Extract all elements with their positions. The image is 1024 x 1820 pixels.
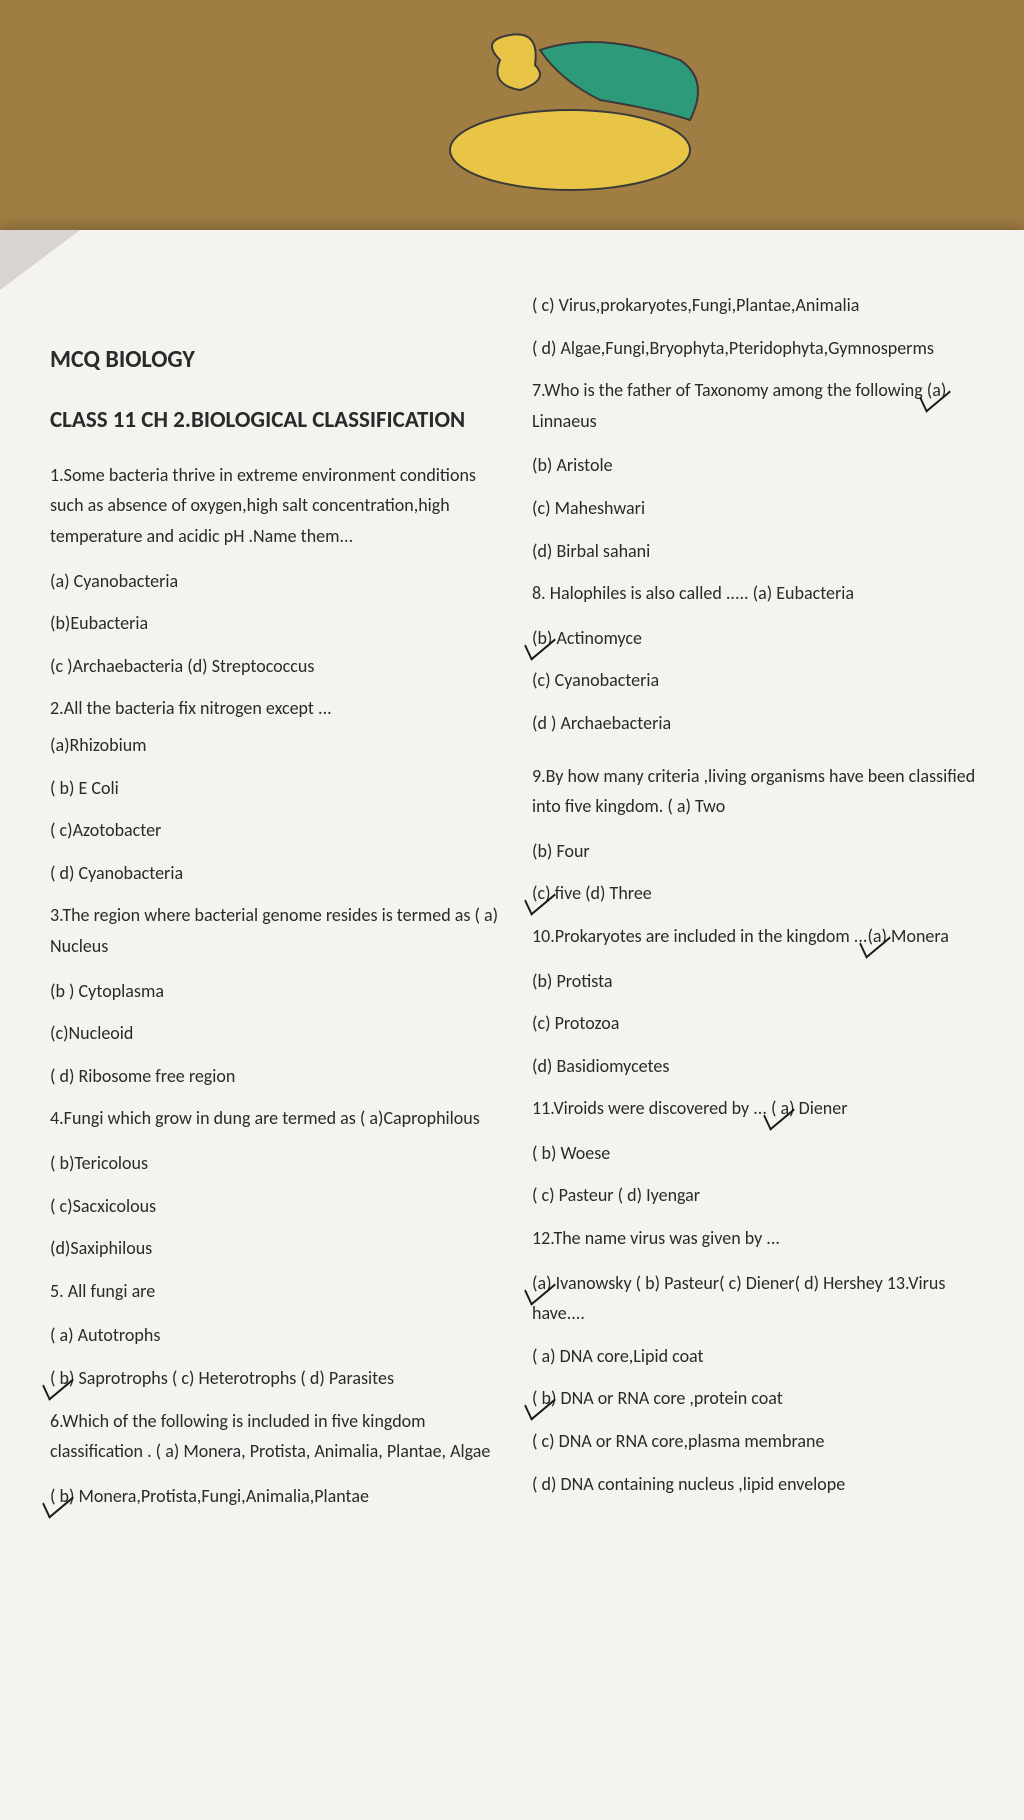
- q2-option-b: ( b) E Coli: [50, 773, 502, 804]
- q9-option-cd: (c) five (d) Three: [532, 878, 984, 909]
- q8-option-c: (c) Cyanobacteria: [532, 665, 984, 696]
- q11-option-b: ( b) Woese: [532, 1138, 984, 1169]
- q4-option-b: ( b)Tericolous: [50, 1148, 502, 1179]
- worksheet-title: MCQ BIOLOGY: [50, 340, 502, 381]
- q10-text-part1: 10.Prokaryotes are included in the kingd…: [532, 925, 867, 947]
- q6-option-d: ( d) Algae,Fungi,Bryophyta,Pteridophyta,…: [532, 333, 984, 364]
- q11-text-part1: 11.Viroids were discovered by ...: [532, 1097, 771, 1119]
- q5-bcd-text: ( b) Saprotrophs ( c) Heterotrophs ( d) …: [50, 1367, 394, 1389]
- question-2: 2.All the bacteria fix nitrogen except .…: [50, 693, 502, 724]
- banana-decoration: [420, 20, 720, 200]
- q2-option-d: ( d) Cyanobacteria: [50, 858, 502, 889]
- question-1: 1.Some bacteria thrive in extreme enviro…: [50, 460, 502, 552]
- question-12: 12.The name virus was given by ...: [532, 1223, 984, 1254]
- q7-text-part1: 7.Who is the father of Taxonomy among th…: [532, 379, 927, 401]
- question-11: 11.Viroids were discovered by ... ( a) D…: [532, 1093, 984, 1124]
- q8-option-d: (d ) Archaebacteria: [532, 708, 984, 739]
- content-columns: MCQ BIOLOGY CLASS 11 CH 2.BIOLOGICAL CLA…: [50, 290, 984, 1515]
- worksheet-subtitle: CLASS 11 CH 2.BIOLOGICAL CLASSIFICATION: [50, 401, 502, 440]
- q1-option-cd: (c )Archaebacteria (d) Streptococcus: [50, 651, 502, 682]
- q3-option-d: ( d) Ribosome free region: [50, 1061, 502, 1092]
- q10-option-b: (b) Protista: [532, 966, 984, 997]
- q1-option-b: (b)Eubacteria: [50, 608, 502, 639]
- q1-option-a: (a) Cyanobacteria: [50, 566, 502, 597]
- q10-option-d: (d) Basidiomycetes: [532, 1051, 984, 1082]
- q12-abcd-text: (a) Ivanowsky ( b) Pasteur( c) Diener( d…: [532, 1272, 945, 1325]
- q6-option-c: ( c) Virus,prokaryotes,Fungi,Plantae,Ani…: [532, 290, 984, 321]
- q3-option-b: (b ) Cytoplasma: [50, 976, 502, 1007]
- question-5: 5. All fungi are: [50, 1276, 502, 1307]
- q6-b-text: ( b) Monera,Protista,Fungi,Animalia,Plan…: [50, 1485, 369, 1507]
- q13-option-b: ( b) DNA or RNA core ,protein coat: [532, 1383, 984, 1414]
- page-fold: [0, 230, 80, 290]
- q13-option-c: ( c) DNA or RNA core,plasma membrane: [532, 1426, 984, 1457]
- q12-option-abcd: (a) Ivanowsky ( b) Pasteur( c) Diener( d…: [532, 1268, 984, 1329]
- q9-option-b: (b) Four: [532, 836, 984, 867]
- worksheet-page: MCQ BIOLOGY CLASS 11 CH 2.BIOLOGICAL CLA…: [0, 230, 1024, 1820]
- q9-cd-text: (c) five (d) Three: [532, 882, 652, 904]
- q13-b-text: ( b) DNA or RNA core ,protein coat: [532, 1387, 783, 1409]
- q13-option-d: ( d) DNA containing nucleus ,lipid envel…: [532, 1469, 984, 1500]
- question-4: 4.Fungi which grow in dung are termed as…: [50, 1103, 502, 1134]
- q13-option-a: ( a) DNA core,Lipid coat: [532, 1341, 984, 1372]
- question-7: 7.Who is the father of Taxonomy among th…: [532, 375, 984, 436]
- q2-option-c: ( c)Azotobacter: [50, 815, 502, 846]
- q8-option-b: (b) Actinomyce: [532, 623, 984, 654]
- question-9: 9.By how many criteria ,living organisms…: [532, 761, 984, 822]
- q11-option-cd: ( c) Pasteur ( d) Iyengar: [532, 1180, 984, 1211]
- q8-b-text: (b) Actinomyce: [532, 627, 642, 649]
- q7-option-b: (b) Aristole: [532, 450, 984, 481]
- q2-option-a: (a)Rhizobium: [50, 730, 502, 761]
- table-background: [0, 0, 1024, 250]
- q4-option-d: (d)Saxiphilous: [50, 1233, 502, 1264]
- question-8: 8. Halophiles is also called ..... (a) E…: [532, 578, 984, 609]
- q6-option-b: ( b) Monera,Protista,Fungi,Animalia,Plan…: [50, 1481, 502, 1512]
- q10-text-part2: (a) Monera: [867, 925, 948, 947]
- right-column: ( c) Virus,prokaryotes,Fungi,Plantae,Ani…: [532, 290, 984, 1515]
- q4-option-c: ( c)Sacxicolous: [50, 1191, 502, 1222]
- question-6: 6.Which of the following is included in …: [50, 1406, 502, 1467]
- q7-option-d: (d) Birbal sahani: [532, 536, 984, 567]
- q5-option-a: ( a) Autotrophs: [50, 1320, 502, 1351]
- left-column: MCQ BIOLOGY CLASS 11 CH 2.BIOLOGICAL CLA…: [50, 290, 502, 1515]
- q10-option-c: (c) Protozoa: [532, 1008, 984, 1039]
- q7-option-c: (c) Maheshwari: [532, 493, 984, 524]
- q5-option-bcd: ( b) Saprotrophs ( c) Heterotrophs ( d) …: [50, 1363, 502, 1394]
- q11-text-part2: ( a) Diener: [771, 1097, 848, 1119]
- question-10: 10.Prokaryotes are included in the kingd…: [532, 921, 984, 952]
- q3-option-c: (c)Nucleoid: [50, 1018, 502, 1049]
- question-3: 3.The region where bacterial genome resi…: [50, 900, 502, 961]
